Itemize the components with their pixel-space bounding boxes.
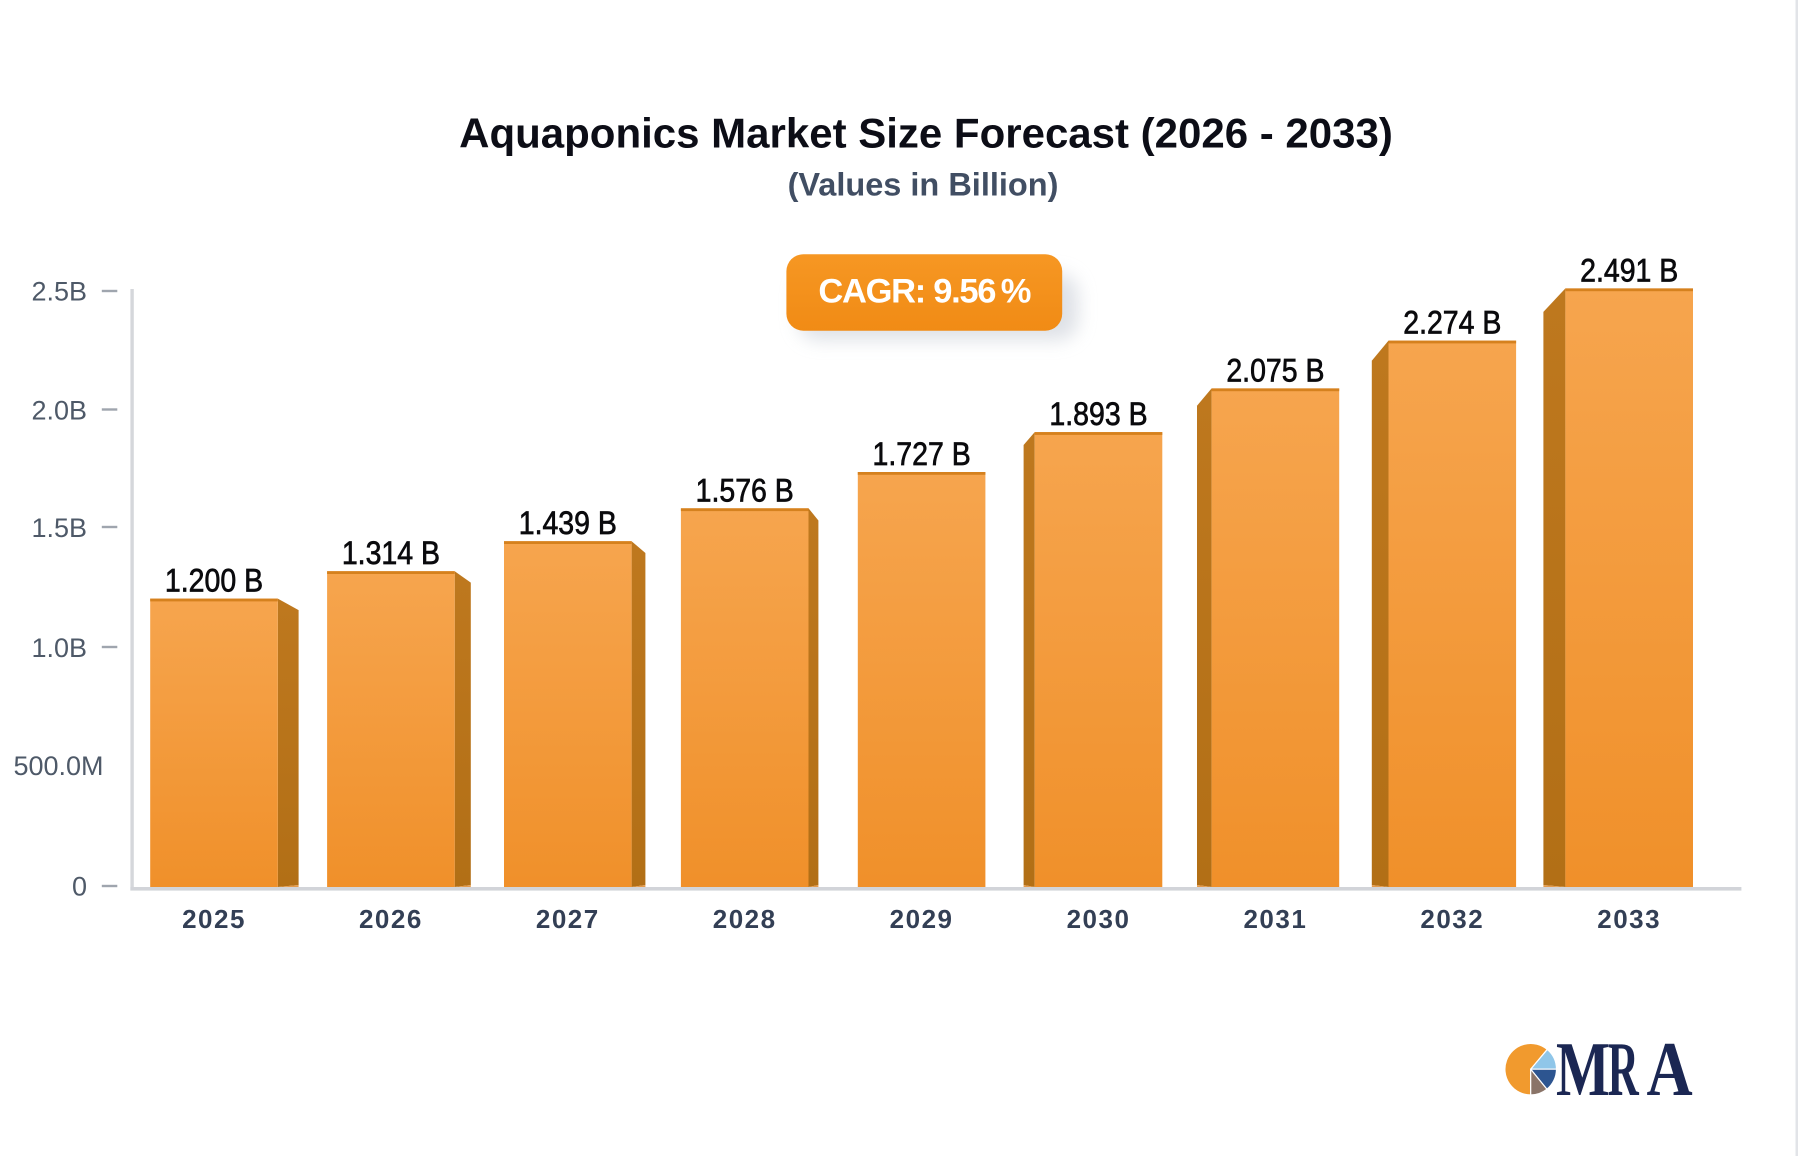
svg-text:1.0B: 1.0B [31,633,87,663]
svg-text:(Values in Billion): (Values in Billion) [788,167,1059,203]
svg-text:2031: 2031 [1243,904,1307,934]
svg-text:1.5B: 1.5B [31,513,87,543]
svg-text:2.274 B: 2.274 B [1403,306,1501,341]
svg-text:2027: 2027 [536,904,600,934]
svg-text:2033: 2033 [1597,904,1661,934]
svg-text:2.5B: 2.5B [31,277,87,307]
svg-text:CAGR: 9.56 %: CAGR: 9.56 % [818,272,1030,310]
svg-text:0: 0 [72,872,87,902]
svg-text:1.893 B: 1.893 B [1049,398,1147,433]
svg-text:2030: 2030 [1067,904,1131,934]
svg-text:2026: 2026 [359,904,423,934]
svg-text:1.200 B: 1.200 B [165,564,263,599]
svg-text:2029: 2029 [890,904,954,934]
svg-text:500.0M: 500.0M [13,751,103,781]
svg-text:2025: 2025 [182,904,246,934]
svg-text:Aquaponics Market Size Forecas: Aquaponics Market Size Forecast (2026 - … [459,109,1393,156]
svg-text:2.075 B: 2.075 B [1226,354,1324,389]
svg-text:1.439 B: 1.439 B [519,507,617,542]
svg-text:R: R [1608,1027,1640,1112]
svg-text:2032: 2032 [1420,904,1484,934]
svg-text:A: A [1647,1028,1693,1113]
svg-text:1.727 B: 1.727 B [873,438,971,473]
svg-text:2028: 2028 [713,904,777,934]
svg-text:1.314 B: 1.314 B [342,537,440,572]
svg-text:2.491 B: 2.491 B [1580,254,1678,289]
svg-text:2.0B: 2.0B [31,396,87,426]
svg-text:1.576 B: 1.576 B [696,474,794,509]
svg-text:M: M [1556,1027,1610,1112]
